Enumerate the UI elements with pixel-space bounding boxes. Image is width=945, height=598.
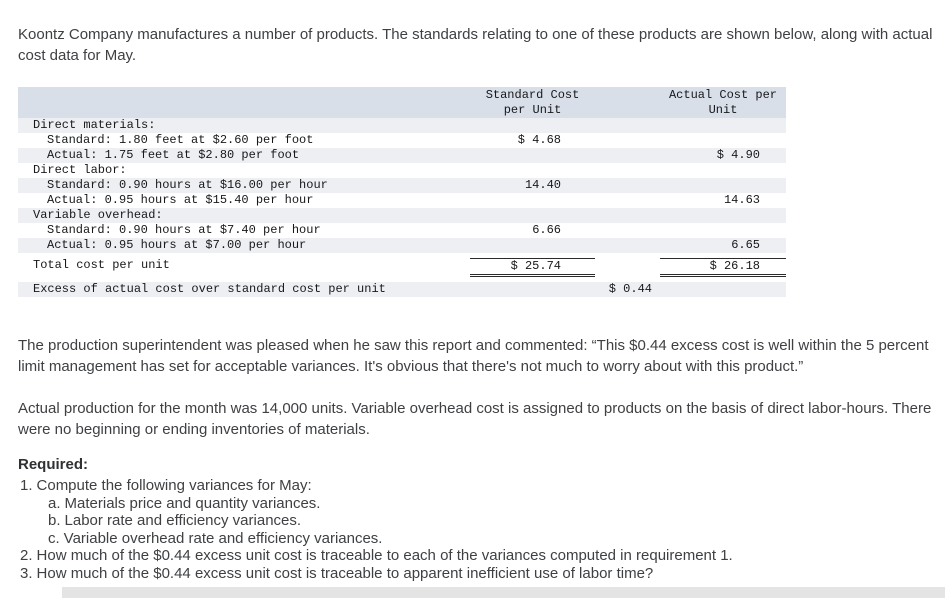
row-label: Direct labor:: [33, 163, 127, 177]
standard-cost-value: [470, 238, 595, 253]
actual-cost-value: $ 26.18: [660, 258, 786, 277]
row-label: Standard: 1.80 feet at $2.60 per foot: [47, 133, 314, 147]
row-label: Direct materials:: [33, 118, 156, 132]
intro-paragraph: Koontz Company manufactures a number of …: [18, 26, 933, 64]
required-sub-item-text: Variable overhead rate and efficiency va…: [63, 529, 383, 547]
standard-cost-value: 14.40: [524, 178, 561, 192]
cost-table-body: Direct materials: Standard: 1.80 feet at …: [18, 118, 786, 297]
row-label: Actual: 0.95 hours at $7.00 per hour: [47, 238, 307, 252]
excess-value: [595, 133, 660, 148]
required-sub-item-text: Labor rate and efficiency variances.: [64, 512, 302, 529]
standard-cost-value: [470, 163, 595, 178]
table-row: Actual: 0.95 hours at $7.00 per hour 6.65: [18, 238, 786, 253]
required-heading: Required:: [18, 456, 89, 473]
required-item-number: 1.: [20, 477, 33, 494]
actual-cost-value: [660, 163, 786, 178]
actual-cost-value: 14.63: [723, 193, 760, 207]
excess-value: [595, 148, 660, 163]
standard-cost-value: $ 4.68: [517, 133, 561, 147]
excess-value: [595, 223, 660, 238]
actual-cost-value: [660, 118, 786, 133]
table-row: Standard: 0.90 hours at $7.40 per hour 6.…: [18, 223, 786, 238]
excess-value: $ 0.44: [608, 282, 652, 296]
table-row: Variable overhead:: [18, 208, 786, 223]
bottom-section-edge: [62, 587, 945, 598]
required-sub-item-text: Materials price and quantity variances.: [64, 494, 321, 512]
table-row: Excess of actual cost over standard cost…: [18, 282, 786, 297]
row-label: Variable overhead:: [33, 208, 163, 222]
table-row: Actual: 1.75 feet at $2.80 per foot $ 4.9…: [18, 148, 786, 163]
required-sub-item: a. Materials price and quantity variances…: [18, 495, 935, 513]
row-label: Standard: 0.90 hours at $16.00 per hour: [47, 178, 328, 192]
required-item-text: How much of the $0.44 excess unit cost i…: [36, 564, 654, 582]
standard-cost-value: [470, 118, 595, 133]
required-sub-item: b. Labor rate and efficiency variances.: [18, 512, 935, 530]
standard-cost-value: [470, 148, 595, 163]
actual-cost-value: $ 4.90: [716, 148, 760, 162]
actual-cost-value: [660, 223, 786, 238]
actual-cost-value: 6.65: [731, 238, 760, 252]
table-row: Standard: 0.90 hours at $16.00 per hour 1…: [18, 178, 786, 193]
required-item: 3. How much of the $0.44 excess unit cost…: [18, 565, 935, 583]
excess-value: [595, 208, 660, 223]
cost-table: Standard Cost per Unit Actual Cost per U…: [18, 87, 786, 297]
excess-value: [595, 193, 660, 208]
table-spacer: [18, 277, 786, 282]
excess-value: [595, 163, 660, 178]
standard-cost-value: [470, 282, 595, 297]
production-paragraph: Actual production for the month was 14,0…: [18, 400, 932, 438]
row-label: Actual: 0.95 hours at $15.40 per hour: [47, 193, 314, 207]
excess-value: [595, 258, 660, 277]
required-sub-item-letter: c.: [48, 529, 60, 547]
table-row: Standard: 1.80 feet at $2.60 per foot $ 4…: [18, 133, 786, 148]
table-row: Direct labor:: [18, 163, 786, 178]
table-row: Total cost per unit $ 25.74 $ 26.18: [18, 258, 786, 277]
superintendent-paragraph: The production superintendent was please…: [18, 337, 929, 375]
standard-cost-value: [470, 193, 595, 208]
required-sub-item: c. Variable overhead rate and efficiency …: [18, 530, 935, 548]
table-row: Direct materials:: [18, 118, 786, 133]
header-actual-cost: Actual Cost per Unit: [668, 87, 778, 117]
row-label: Excess of actual cost over standard cost…: [33, 282, 386, 296]
actual-cost-value: [660, 133, 786, 148]
row-label: Standard: 0.90 hours at $7.40 per hour: [47, 223, 321, 237]
table-spacer: [18, 253, 786, 258]
actual-cost-value: [660, 282, 786, 297]
required-item-number: 3.: [20, 564, 33, 582]
excess-value: [595, 178, 660, 193]
actual-cost-value: [660, 178, 786, 193]
row-label: Actual: 1.75 feet at $2.80 per foot: [47, 148, 300, 162]
table-row: Actual: 0.95 hours at $15.40 per hour 14.…: [18, 193, 786, 208]
required-item: 1. Compute the following variances for Ma…: [18, 477, 935, 495]
required-list: 1. Compute the following variances for Ma…: [18, 477, 935, 582]
cost-table-header: Standard Cost per Unit Actual Cost per U…: [18, 87, 786, 118]
required-sub-item-letter: a.: [48, 494, 61, 512]
required-item: 2. How much of the $0.44 excess unit cost…: [18, 547, 935, 565]
excess-value: [595, 118, 660, 133]
header-standard-cost: Standard Cost per Unit: [485, 87, 580, 117]
excess-value: [595, 238, 660, 253]
required-item-text: How much of the $0.44 excess unit cost i…: [36, 547, 733, 564]
standard-cost-value: $ 25.74: [470, 258, 595, 277]
standard-cost-value: 6.66: [532, 223, 561, 237]
row-label: Total cost per unit: [33, 258, 170, 272]
actual-cost-value: [660, 208, 786, 223]
required-sub-item-letter: b.: [48, 512, 61, 529]
standard-cost-value: [470, 208, 595, 223]
required-item-text: Compute the following variances for May:: [36, 477, 312, 494]
required-item-number: 2.: [20, 547, 33, 564]
